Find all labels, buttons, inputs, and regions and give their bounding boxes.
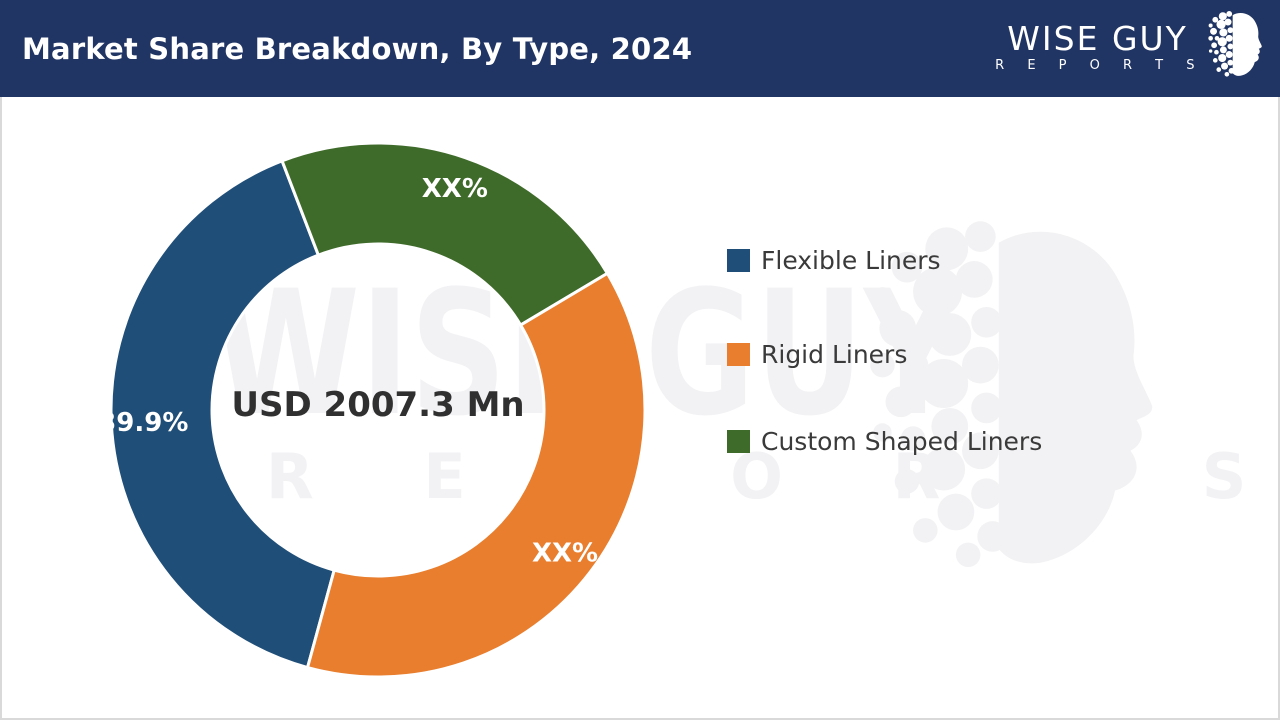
legend-label: Custom Shaped Liners: [761, 427, 1043, 456]
page-title: Market Share Breakdown, By Type, 2024: [22, 31, 693, 66]
donut-chart: 39.9% XX% XX%: [93, 120, 663, 700]
legend-item-custom-shaped-liners: Custom Shaped Liners: [727, 427, 1042, 456]
legend-label: Flexible Liners: [761, 246, 941, 275]
logo-line1: WISE GUY: [1007, 19, 1188, 58]
slice-percentage-label: XX%: [532, 538, 598, 568]
legend-swatch-blue: [727, 249, 750, 272]
logo-line2: R E P O R T S: [995, 58, 1204, 73]
legend-item-flexible-liners: Flexible Liners: [727, 246, 941, 275]
legend-item-rigid-liners: Rigid Liners: [727, 340, 907, 369]
slice-percentage-label: 39.9%: [98, 408, 188, 438]
donut-slice-flexible-liners: [109, 158, 337, 670]
donut-slice-rigid-liners: [305, 271, 647, 679]
wise-guy-reports-logo: WISE GUY R E P O R T S: [991, 6, 1264, 86]
legend-swatch-orange: [727, 343, 750, 366]
logo-wordmark: WISE GUY R E P O R T S: [991, 22, 1204, 72]
chart-center-value: USD 2007.3 Mn: [231, 385, 525, 425]
watermark-face-logo: [870, 221, 1153, 568]
legend-label: Rigid Liners: [761, 340, 908, 369]
legend-swatch-green: [727, 430, 750, 453]
donut-svg: 39.9% XX% XX%: [98, 141, 647, 679]
logo-face-icon: [1208, 11, 1262, 77]
donut-slice-custom-shaped-liners: [280, 141, 610, 328]
slice-percentage-label: XX%: [422, 174, 488, 204]
header-bar: Market Share Breakdown, By Type, 2024 WI…: [0, 0, 1280, 97]
